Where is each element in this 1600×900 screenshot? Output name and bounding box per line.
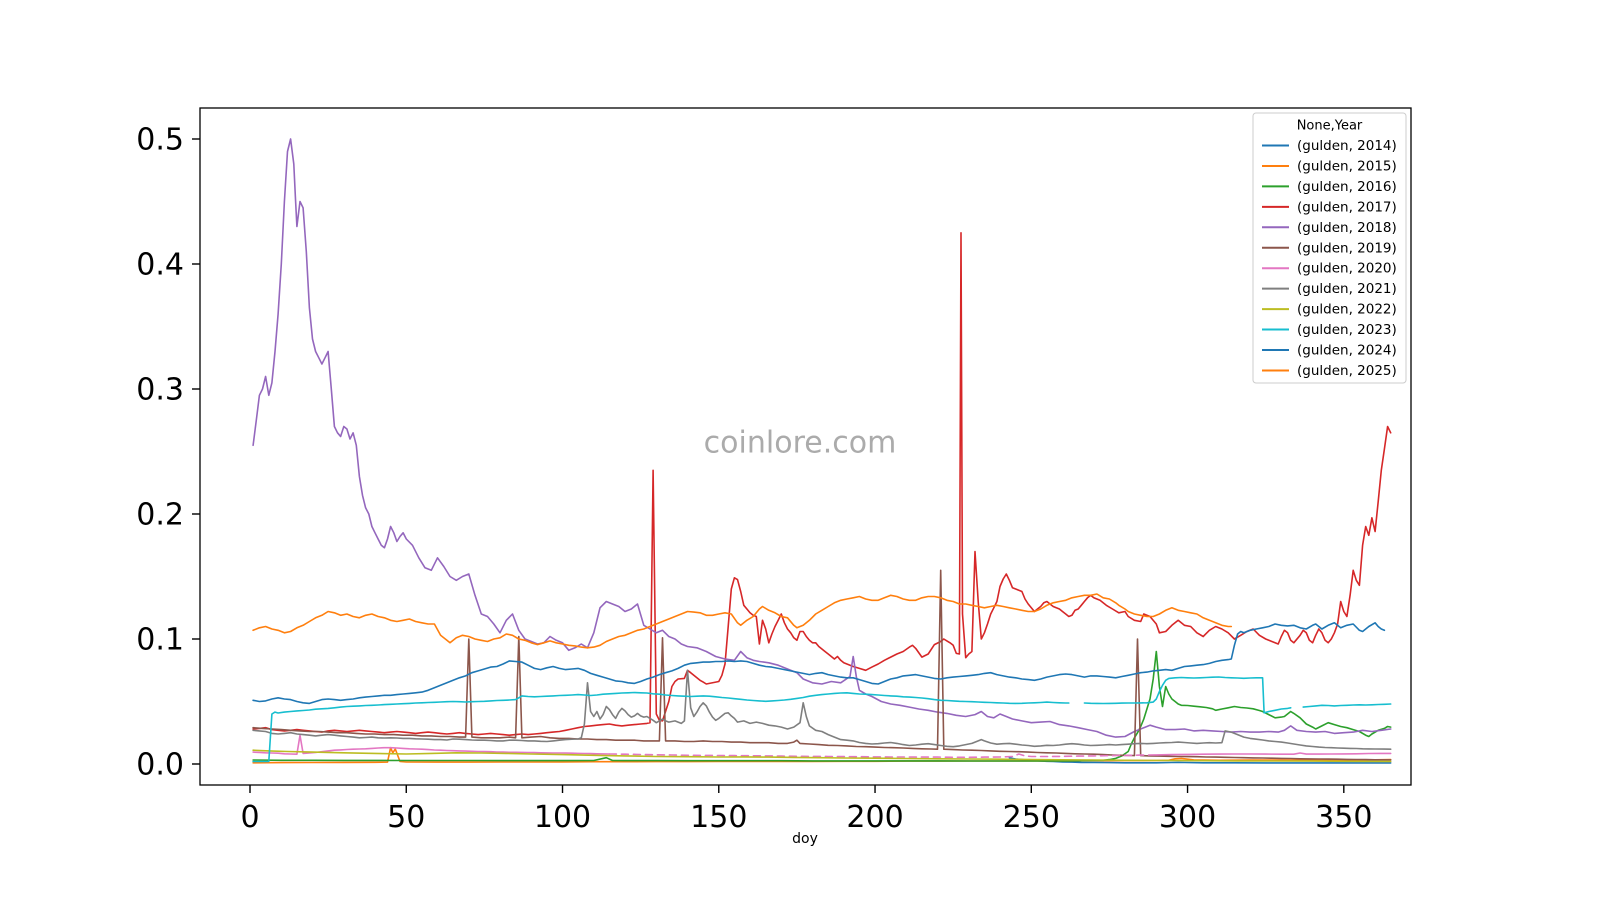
legend: None,Year (gulden, 2014) (gulden, 2015) (gu… <box>1252 112 1407 384</box>
legend-label: (gulden, 2023) <box>1297 322 1397 338</box>
x-tick-label: 300 <box>1159 800 1216 835</box>
watermark: coinlore.com <box>703 425 897 461</box>
legend-item: (gulden, 2024) <box>1262 343 1397 359</box>
legend-label: (gulden, 2016) <box>1297 179 1397 195</box>
legend-label: (gulden, 2018) <box>1297 220 1397 236</box>
plot-area <box>199 107 1412 786</box>
legend-item: (gulden, 2025) <box>1262 363 1397 379</box>
x-axis-label: doy <box>792 831 818 847</box>
legend-item: (gulden, 2016) <box>1262 179 1397 195</box>
x-tick-label: 150 <box>690 800 747 835</box>
legend-label: (gulden, 2022) <box>1297 302 1397 318</box>
series-line (gulden, 2023) <box>1083 676 1292 714</box>
y-tick-label: 0.0 <box>136 748 184 783</box>
series-line (gulden, 2025) <box>252 593 1233 649</box>
series-line (gulden, 2023) <box>1302 703 1392 708</box>
series-line (gulden, 2020) <box>1155 752 1392 756</box>
legend-title: None,Year <box>1297 119 1363 134</box>
y-tick-label: 0.4 <box>136 248 184 283</box>
series-line (gulden, 2016) <box>252 650 1392 762</box>
legend-label: (gulden, 2015) <box>1297 158 1397 174</box>
legend-item: (gulden, 2021) <box>1262 281 1397 297</box>
x-tick-label: 200 <box>846 800 903 835</box>
series-line (gulden, 2023) <box>252 691 1070 763</box>
legend-label: (gulden, 2020) <box>1297 261 1397 277</box>
x-tick-label: 50 <box>387 800 425 835</box>
y-tick-label: 0.1 <box>136 623 184 658</box>
x-tick-label: 250 <box>1003 800 1060 835</box>
legend-item: (gulden, 2017) <box>1262 199 1397 215</box>
series-line (gulden, 2021) <box>252 669 1392 751</box>
legend-label: (gulden, 2024) <box>1297 343 1397 359</box>
series-line (gulden, 2018) <box>252 138 1392 738</box>
legend-item: (gulden, 2015) <box>1262 158 1397 174</box>
legend-label: (gulden, 2017) <box>1297 199 1397 215</box>
legend-label: (gulden, 2025) <box>1297 363 1397 379</box>
series-line (gulden, 2022) <box>252 749 1392 763</box>
series-line (gulden, 2017) <box>252 232 1392 737</box>
series-line (gulden, 2020) <box>608 753 1158 759</box>
series-group <box>252 138 1392 764</box>
y-tick-label: 0.2 <box>136 498 184 533</box>
legend-item: (gulden, 2022) <box>1262 302 1397 318</box>
legend-label: (gulden, 2021) <box>1297 281 1397 297</box>
legend-item: (gulden, 2014) <box>1262 138 1397 154</box>
series-line (gulden, 2019) <box>252 569 1392 761</box>
y-tick-label: 0.5 <box>136 123 184 158</box>
legend-box <box>1252 112 1407 384</box>
x-tick-label: 100 <box>534 800 591 835</box>
legend-label: (gulden, 2014) <box>1297 138 1397 154</box>
legend-item: (gulden, 2019) <box>1262 240 1397 256</box>
y-tick-label: 0.3 <box>136 373 184 408</box>
x-tick-label: 0 <box>240 800 259 835</box>
legend-label: (gulden, 2019) <box>1297 240 1397 256</box>
legend-item: (gulden, 2023) <box>1262 322 1397 338</box>
series-line (gulden, 2024) <box>252 621 1386 705</box>
x-tick-label: 350 <box>1315 800 1372 835</box>
series-line (gulden, 2020) <box>252 734 611 756</box>
legend-item: (gulden, 2018) <box>1262 220 1397 236</box>
legend-item: (gulden, 2020) <box>1262 261 1397 277</box>
